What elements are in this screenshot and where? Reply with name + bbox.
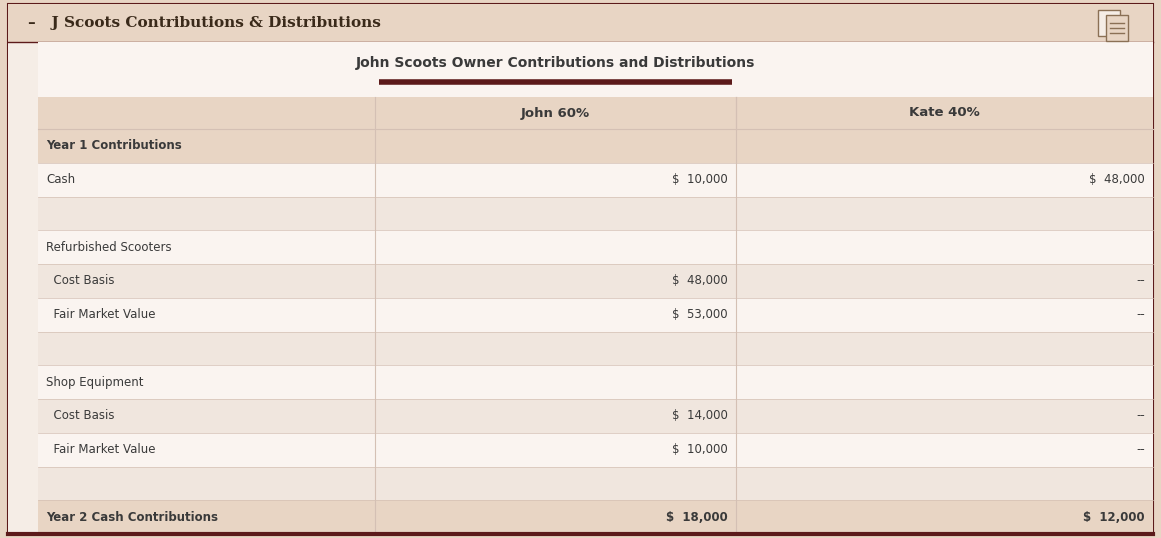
- Bar: [38, 196, 1153, 230]
- Text: Year 2 Cash Contributions: Year 2 Cash Contributions: [46, 511, 218, 523]
- Bar: [38, 365, 1153, 399]
- Bar: [38, 97, 1153, 129]
- Text: Cost Basis: Cost Basis: [46, 274, 115, 287]
- Bar: [38, 163, 1153, 196]
- Text: --: --: [1137, 443, 1145, 456]
- Text: $  48,000: $ 48,000: [672, 274, 728, 287]
- Bar: [38, 298, 1153, 331]
- Text: John Scoots Owner Contributions and Distributions: John Scoots Owner Contributions and Dist…: [355, 56, 755, 70]
- Text: Cost Basis: Cost Basis: [46, 409, 115, 422]
- Bar: [38, 433, 1153, 466]
- Text: --: --: [1137, 409, 1145, 422]
- Bar: [38, 399, 1153, 433]
- Text: Fair Market Value: Fair Market Value: [46, 308, 156, 321]
- Bar: [38, 42, 1153, 97]
- Text: $  12,000: $ 12,000: [1083, 511, 1145, 523]
- Bar: [38, 264, 1153, 298]
- Bar: [1106, 15, 1128, 41]
- Bar: [38, 500, 1153, 534]
- Text: $  18,000: $ 18,000: [666, 511, 728, 523]
- Text: Refurbished Scooters: Refurbished Scooters: [46, 240, 172, 253]
- Bar: [38, 466, 1153, 500]
- Text: $  10,000: $ 10,000: [672, 173, 728, 186]
- Bar: [38, 129, 1153, 163]
- Text: $  10,000: $ 10,000: [672, 443, 728, 456]
- Bar: [38, 331, 1153, 365]
- Bar: [8, 4, 1153, 42]
- Text: –   J Scoots Contributions & Distributions: – J Scoots Contributions & Distributions: [28, 16, 381, 30]
- Text: Cash: Cash: [46, 173, 75, 186]
- Text: Kate 40%: Kate 40%: [909, 107, 980, 119]
- Text: Fair Market Value: Fair Market Value: [46, 443, 156, 456]
- Text: --: --: [1137, 308, 1145, 321]
- Bar: [1098, 10, 1120, 36]
- Text: John 60%: John 60%: [521, 107, 590, 119]
- Text: Year 1 Contributions: Year 1 Contributions: [46, 139, 182, 152]
- Text: Shop Equipment: Shop Equipment: [46, 376, 144, 388]
- Text: $  53,000: $ 53,000: [672, 308, 728, 321]
- Text: --: --: [1137, 274, 1145, 287]
- Text: $  14,000: $ 14,000: [672, 409, 728, 422]
- Bar: [38, 230, 1153, 264]
- Text: $  48,000: $ 48,000: [1089, 173, 1145, 186]
